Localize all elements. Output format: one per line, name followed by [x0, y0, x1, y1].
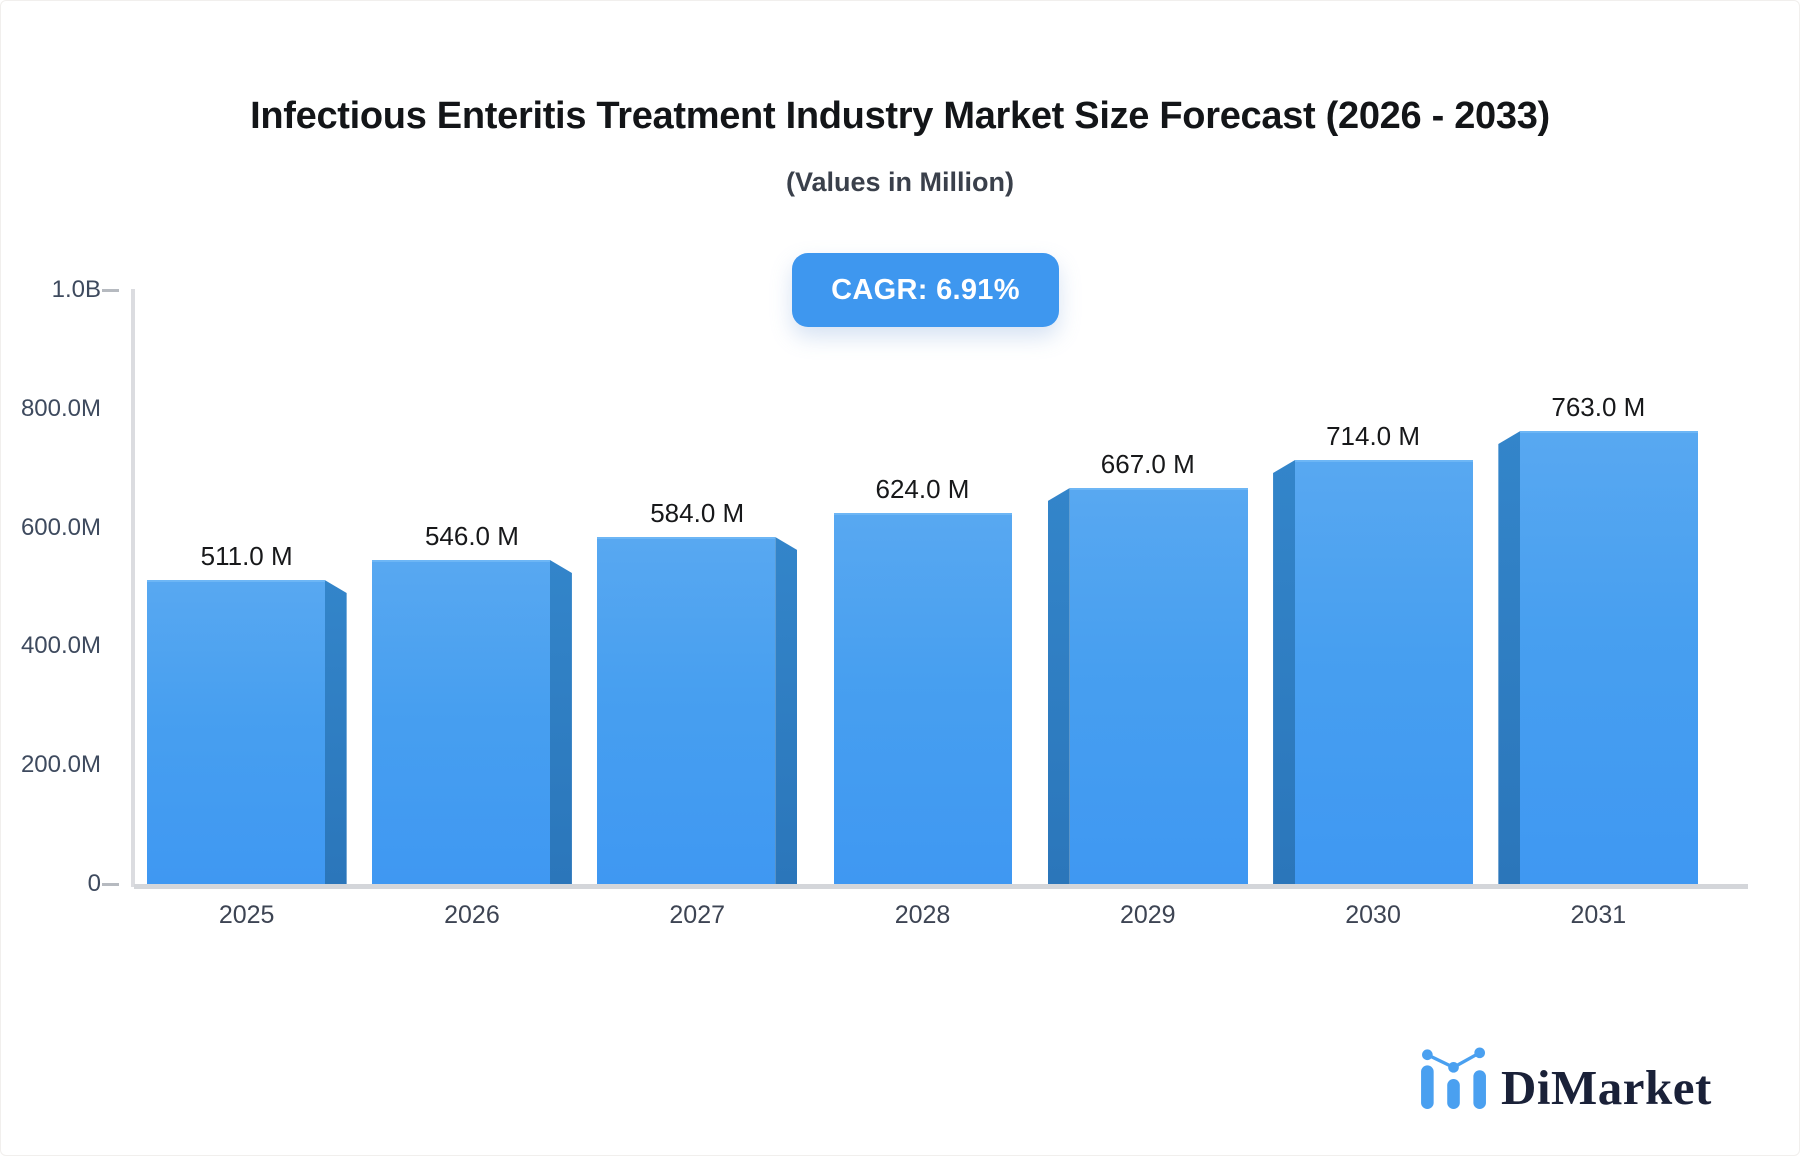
x-axis-label: 2028 — [894, 901, 951, 929]
bar-value-label: 546.0 M — [424, 521, 519, 551]
x-axis-label: 2025 — [218, 901, 275, 929]
chart-subtitle: (Values in Million) — [785, 167, 1015, 197]
y-tick-label: 400.0M — [20, 632, 101, 660]
bar-value-label: 511.0 M — [200, 541, 293, 571]
y-tick-dash — [102, 289, 119, 292]
plot-area: 511.0 M 546.0 M 584.0 M 624.0 M 667.0 M 714.0… — [134, 290, 1711, 884]
bar-chart-trend-icon — [1421, 1047, 1486, 1109]
bar-value-label: 584.0 M — [650, 498, 745, 528]
bar-face — [1069, 488, 1248, 884]
bar-face — [371, 560, 550, 884]
y-tick-label: 600.0M — [20, 513, 101, 541]
cagr-badge: CAGR: 6.91% — [792, 253, 1059, 327]
y-tick-label: 1.0B — [51, 276, 101, 303]
bar-side — [1498, 431, 1521, 884]
bar-value-label: 624.0 M — [875, 474, 970, 504]
y-axis-line — [131, 289, 135, 887]
bar-value-label: 763.0 M — [1551, 392, 1646, 422]
bar-face — [146, 580, 325, 884]
y-tick-label: 200.0M — [20, 751, 101, 779]
bar-side — [1273, 460, 1296, 884]
y-tick-dash — [102, 883, 119, 886]
bar-face — [833, 513, 1012, 884]
bar-side — [549, 560, 572, 884]
bar-value-label: 667.0 M — [1100, 449, 1195, 479]
y-tick-label: 800.0M — [20, 394, 101, 422]
y-tick-label: 0 — [87, 870, 101, 897]
brand-logo: DiMarket — [1419, 1043, 1712, 1115]
bar-side — [324, 580, 347, 884]
brand-logo-text: DiMarket — [1501, 1059, 1712, 1115]
chart-title: Infectious Enteritis Treatment Industry … — [250, 95, 1550, 137]
x-axis-label: 2029 — [1119, 901, 1176, 929]
bar-face — [1520, 431, 1699, 884]
bar-face — [597, 537, 776, 884]
x-axis-label: 2026 — [444, 901, 500, 929]
bar-face — [1295, 460, 1474, 884]
x-axis-label: 2027 — [669, 901, 726, 929]
x-axis-line — [134, 884, 1748, 889]
bar-side — [775, 537, 798, 884]
bar-side — [1047, 488, 1070, 884]
x-axis-label: 2031 — [1570, 901, 1627, 929]
bar-value-label: 714.0 M — [1326, 421, 1421, 451]
x-axis-label: 2030 — [1345, 901, 1401, 929]
